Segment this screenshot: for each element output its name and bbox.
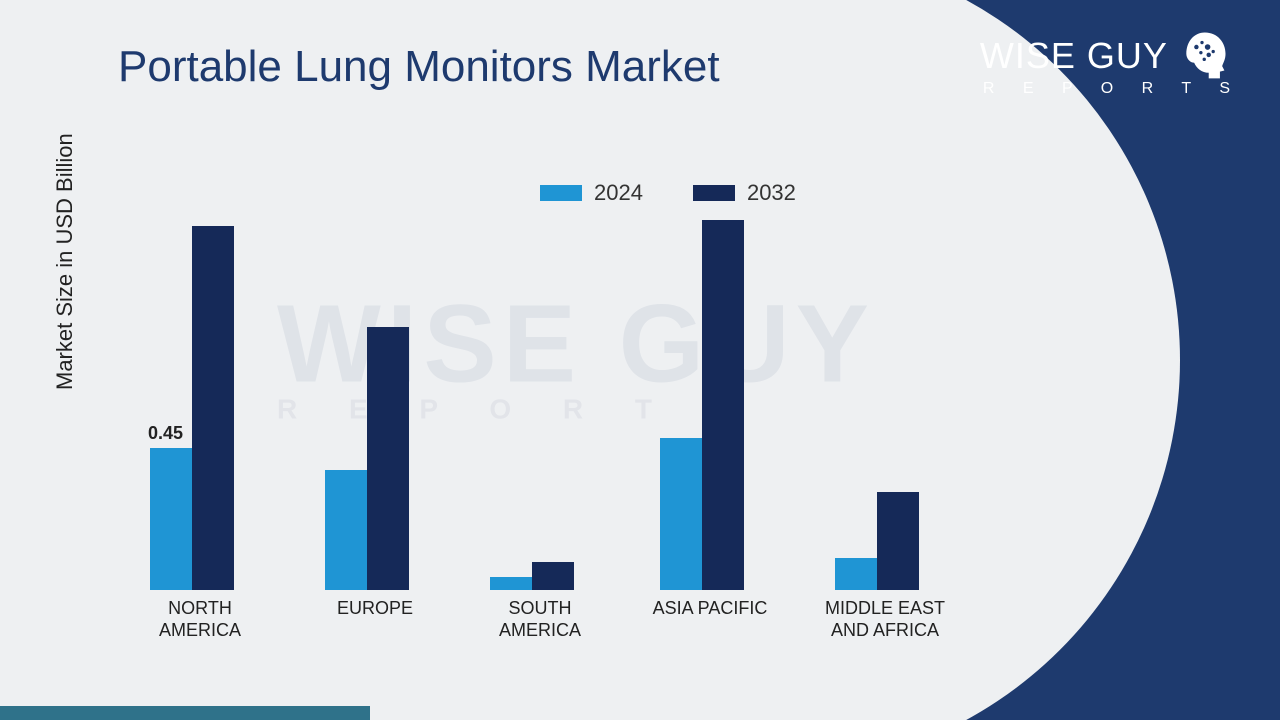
bar-2032	[367, 327, 409, 590]
bar-2032	[532, 562, 574, 591]
brand-logo: WISE GUY R E P O R T S	[980, 28, 1242, 98]
bar-2032	[702, 220, 744, 591]
bar-2032	[192, 226, 234, 590]
category-label: ASIA PACIFIC	[640, 598, 780, 620]
bar-2024	[490, 577, 532, 590]
bar-2024	[150, 448, 192, 591]
legend-label-2024: 2024	[594, 180, 643, 206]
bar-2024	[325, 470, 367, 590]
legend-label-2032: 2032	[747, 180, 796, 206]
category-label: NORTH AMERICA	[130, 598, 270, 641]
bar-2024	[835, 558, 877, 590]
page-title: Portable Lung Monitors Market	[118, 42, 720, 92]
value-label: 0.45	[148, 423, 183, 444]
category-label: MIDDLE EAST AND AFRICA	[815, 598, 955, 641]
legend: 2024 2032	[540, 180, 796, 206]
legend-swatch-2032	[693, 185, 735, 201]
category-label: EUROPE	[305, 598, 445, 620]
bar-2032	[877, 492, 919, 590]
right-panel	[960, 0, 1280, 720]
bottom-accent-strip	[0, 706, 370, 720]
y-axis-label: Market Size in USD Billion	[52, 133, 78, 390]
logo-line-1: WISE GUY	[980, 35, 1168, 77]
head-icon	[1174, 28, 1230, 84]
legend-item-2024: 2024	[540, 180, 643, 206]
legend-swatch-2024	[540, 185, 582, 201]
logo-line-2: R E P O R T S	[980, 80, 1242, 98]
legend-item-2032: 2032	[693, 180, 796, 206]
bar-2024	[660, 438, 702, 590]
bar-chart: 0.45NORTH AMERICAEUROPESOUTH AMERICAASIA…	[130, 210, 960, 590]
category-label: SOUTH AMERICA	[470, 598, 610, 641]
